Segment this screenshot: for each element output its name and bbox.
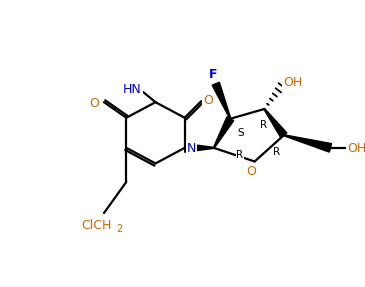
Text: R: R bbox=[237, 150, 243, 160]
Text: OH: OH bbox=[347, 142, 365, 155]
Polygon shape bbox=[212, 82, 231, 119]
Text: O: O bbox=[89, 97, 99, 110]
Text: OH: OH bbox=[283, 76, 302, 89]
Text: 2: 2 bbox=[116, 224, 123, 234]
Text: HN: HN bbox=[123, 83, 142, 96]
Polygon shape bbox=[264, 109, 287, 137]
Polygon shape bbox=[185, 144, 214, 152]
Text: S: S bbox=[238, 128, 244, 138]
Text: N: N bbox=[187, 142, 196, 155]
Text: O: O bbox=[203, 94, 213, 107]
Text: R: R bbox=[260, 120, 267, 129]
Polygon shape bbox=[214, 117, 234, 148]
Text: ClCH: ClCH bbox=[81, 219, 111, 232]
Text: F: F bbox=[209, 69, 217, 82]
Text: O: O bbox=[246, 165, 256, 178]
Text: R: R bbox=[273, 147, 281, 157]
Polygon shape bbox=[284, 135, 331, 152]
